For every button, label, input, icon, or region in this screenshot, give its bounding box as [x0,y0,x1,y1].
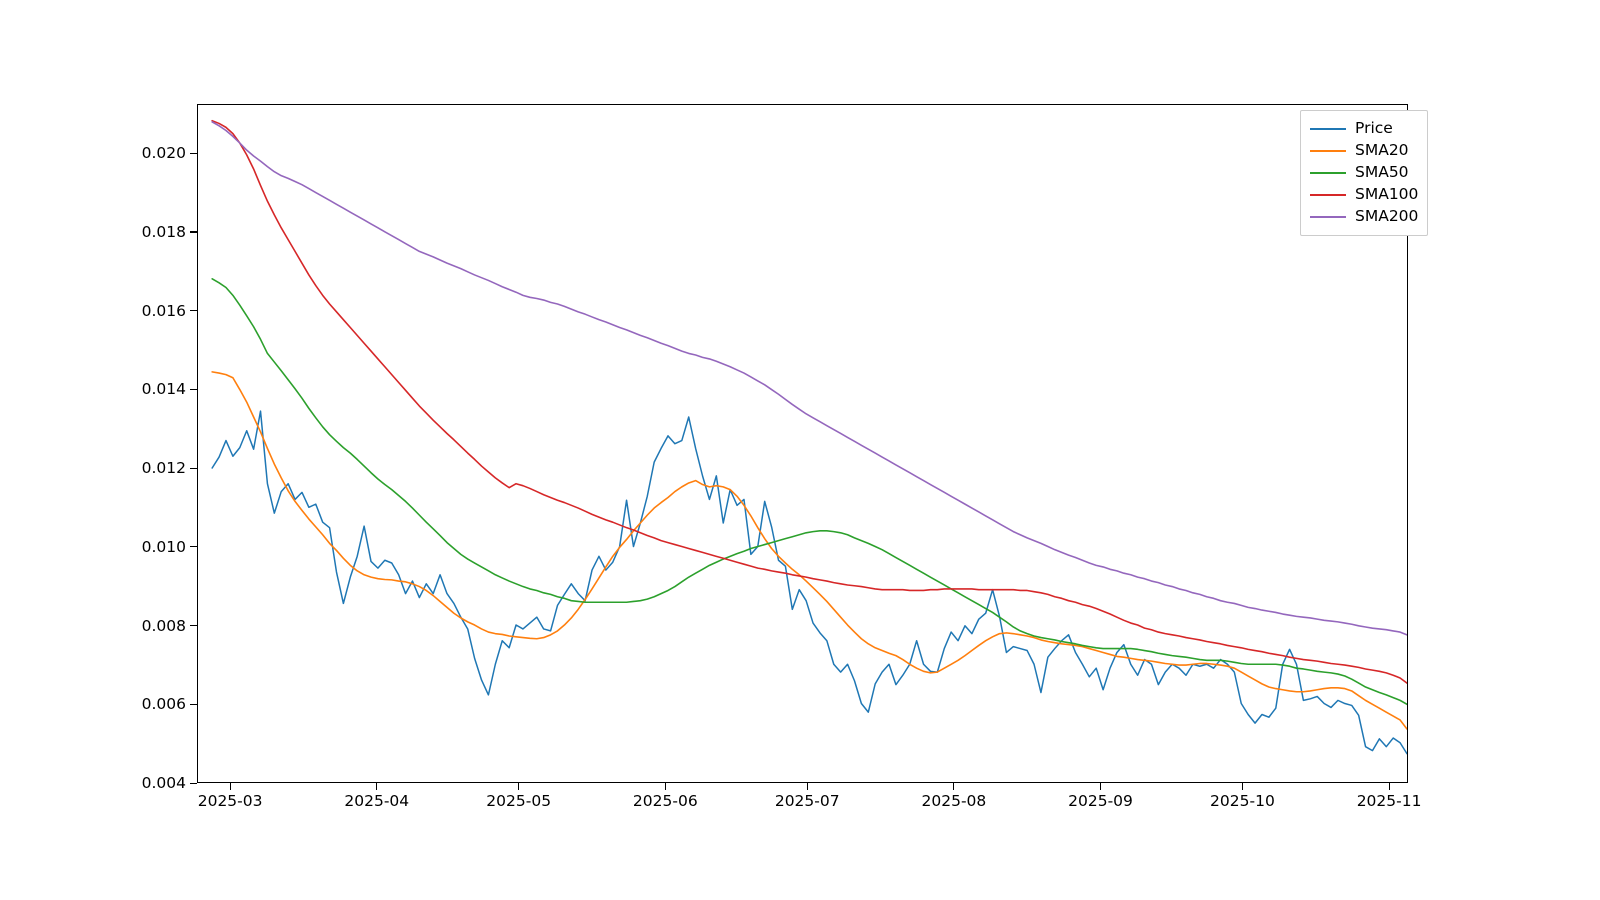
series-canvas [211,119,1407,755]
legend-item-sma20[interactable]: SMA20 [1310,140,1418,162]
legend-label: Price [1355,119,1393,138]
y-tick-label: 0.020 [141,144,186,163]
x-tick-mark [806,783,808,790]
legend-color-swatch-sma100 [1310,193,1346,197]
legend-item-sma200[interactable]: SMA200 [1310,206,1418,228]
y-tick-mark [190,310,197,312]
y-tick-label: 0.006 [141,695,186,714]
x-tick-mark [1388,783,1390,790]
x-tick-label: 2025-05 [486,792,552,810]
y-tick-label: 0.012 [141,459,186,478]
x-tick-mark [953,783,955,790]
legend-color-swatch-price [1310,127,1346,131]
y-tick-label: 0.004 [141,774,186,792]
x-tick-mark [1100,783,1102,790]
series-line-sma20 [211,371,1407,730]
legend-color-swatch-sma20 [1310,149,1346,153]
legend-item-sma50[interactable]: SMA50 [1310,162,1418,184]
x-tick-label: 2025-04 [344,792,410,810]
x-tick-mark [1241,783,1244,790]
y-tick-mark [190,152,197,154]
x-tick-label: 2025-07 [774,792,840,810]
x-tick-label: 2025-11 [1356,792,1422,810]
y-tick-mark [190,388,197,390]
legend-item-sma100[interactable]: SMA100 [1310,184,1418,206]
series-line-price [211,410,1407,755]
y-tick-mark [190,782,197,784]
x-tick-label: 2025-09 [1068,792,1133,810]
legend-label: SMA100 [1355,185,1419,204]
series-line-sma200 [211,121,1407,636]
y-tick-mark [190,703,197,705]
legend-item-price[interactable]: Price [1310,118,1418,140]
series-line-sma100 [211,119,1407,684]
y-tick-label: 0.008 [141,616,186,635]
x-tick-label: 2025-08 [921,792,987,810]
y-tick-mark [190,467,197,469]
y-tick-label: 0.016 [141,301,186,320]
x-tick-label: 2025-06 [632,792,698,810]
plot-axes [197,104,1408,783]
x-tick-label: 2025-03 [197,792,263,810]
series-line-sma50 [211,278,1407,706]
y-tick-mark [190,231,197,233]
legend-label: SMA200 [1355,207,1419,226]
x-tick-mark [518,783,520,790]
y-tick-mark [190,625,197,627]
y-tick-label: 0.018 [141,222,186,241]
y-tick-label: 0.010 [141,537,186,556]
legend-label: SMA20 [1355,141,1409,160]
y-tick-mark [190,546,197,548]
x-tick-mark [664,783,666,790]
chart-legend[interactable]: Price SMA20 SMA50 SMA100 SMA200 [1300,110,1429,236]
x-tick-label: 2025-10 [1210,792,1275,810]
x-tick-mark [229,783,231,790]
legend-label: SMA50 [1355,163,1409,182]
legend-color-swatch-sma50 [1310,171,1346,175]
y-tick-label: 0.014 [141,380,186,399]
legend-color-swatch-sma200 [1310,215,1346,219]
x-tick-mark [376,783,378,790]
